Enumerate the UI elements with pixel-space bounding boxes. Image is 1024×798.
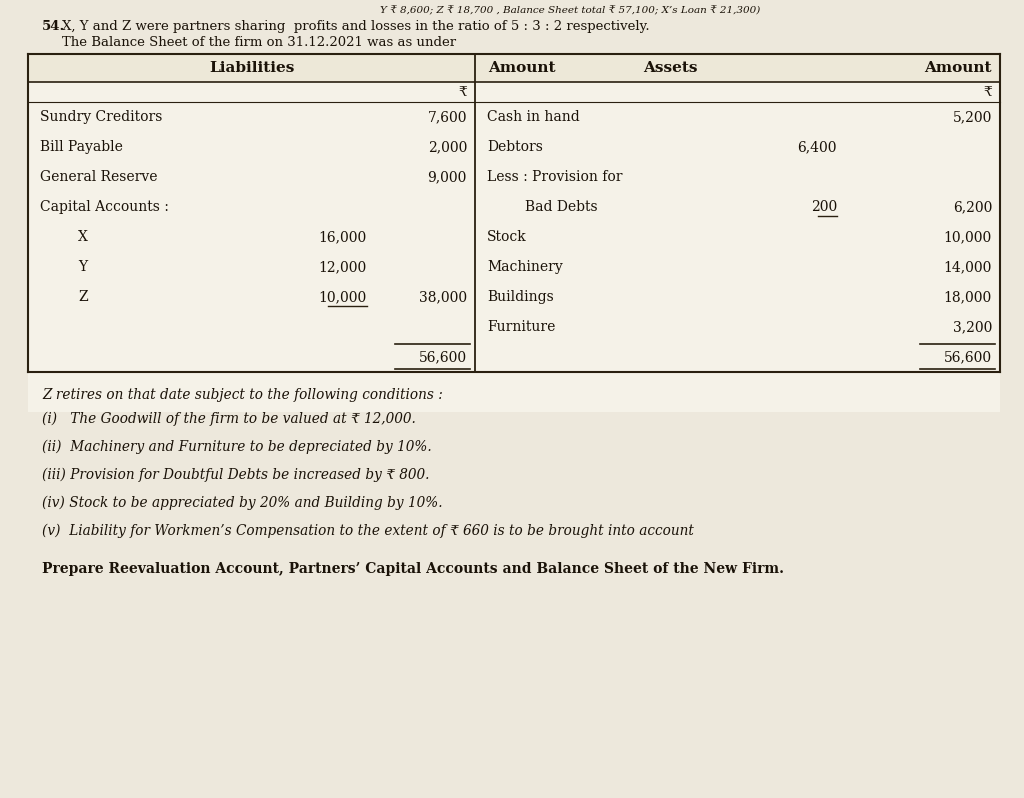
Text: Stock: Stock [487,230,526,244]
Text: Furniture: Furniture [487,320,555,334]
Bar [28,54,1000,412]
Text: 10,000: 10,000 [944,230,992,244]
Text: 2,000: 2,000 [428,140,467,154]
Text: The Balance Sheet of the firm on 31.12.2021 was as under: The Balance Sheet of the firm on 31.12.2… [62,36,456,49]
Text: Machinery: Machinery [487,260,563,274]
Text: (v)  Liability for Workmen’s Compensation to the extent of ₹ 660 is to be brough: (v) Liability for Workmen’s Compensation… [42,524,694,539]
Text: X: X [78,230,88,244]
Text: Prepare Reevaluation Account, Partners’ Capital Accounts and Balance Sheet of th: Prepare Reevaluation Account, Partners’ … [42,562,784,576]
Text: 7,600: 7,600 [427,110,467,124]
Text: (iii) Provision for Doubtful Debts be increased by ₹ 800.: (iii) Provision for Doubtful Debts be in… [42,468,429,482]
Text: Bill Payable: Bill Payable [40,140,123,154]
Text: Capital Accounts :: Capital Accounts : [40,200,169,214]
Text: 200: 200 [811,200,837,214]
Text: 56,600: 56,600 [944,350,992,364]
Text: Sundry Creditors: Sundry Creditors [40,110,163,124]
Text: (iv) Stock to be appreciated by 20% and Building by 10%.: (iv) Stock to be appreciated by 20% and … [42,496,442,511]
Text: X, Y and Z were partners sharing  profits and losses in the ratio of 5 : 3 : 2 r: X, Y and Z were partners sharing profits… [62,20,649,33]
Text: 38,000: 38,000 [419,290,467,304]
Text: 12,000: 12,000 [318,260,367,274]
Text: General Reserve: General Reserve [40,170,158,184]
Text: (ii)  Machinery and Furniture to be depreciated by 10%.: (ii) Machinery and Furniture to be depre… [42,440,432,454]
Text: Z: Z [78,290,88,304]
Text: 54.: 54. [42,20,66,33]
Text: Amount: Amount [488,61,556,75]
Text: 56,600: 56,600 [419,350,467,364]
Text: Debtors: Debtors [487,140,543,154]
Text: Buildings: Buildings [487,290,554,304]
Text: 3,200: 3,200 [952,320,992,334]
Text: 10,000: 10,000 [318,290,367,304]
Text: ₹: ₹ [459,85,467,99]
Text: 5,200: 5,200 [952,110,992,124]
Text: ₹: ₹ [983,85,992,99]
Text: 16,000: 16,000 [318,230,367,244]
Text: 14,000: 14,000 [944,260,992,274]
Text: Y ₹ 8,600; Z ₹ 18,700 , Balance Sheet total ₹ 57,100; X’s Loan ₹ 21,300): Y ₹ 8,600; Z ₹ 18,700 , Balance Sheet to… [380,6,760,15]
Text: Less : Provision for: Less : Provision for [487,170,623,184]
Text: Amount: Amount [925,61,992,75]
Text: Assets: Assets [643,61,697,75]
Text: 9,000: 9,000 [428,170,467,184]
Text: 6,400: 6,400 [798,140,837,154]
Text: Liabilities: Liabilities [209,61,294,75]
Text: Z retires on that date subject to the following conditions :: Z retires on that date subject to the fo… [42,388,442,402]
Text: Cash in hand: Cash in hand [487,110,580,124]
Text: Bad Debts: Bad Debts [525,200,598,214]
Bar [28,54,1000,82]
Text: 6,200: 6,200 [952,200,992,214]
Text: Y: Y [78,260,87,274]
Text: 18,000: 18,000 [944,290,992,304]
Text: (i)   The Goodwill of the firm to be valued at ₹ 12,000.: (i) The Goodwill of the firm to be value… [42,412,416,426]
